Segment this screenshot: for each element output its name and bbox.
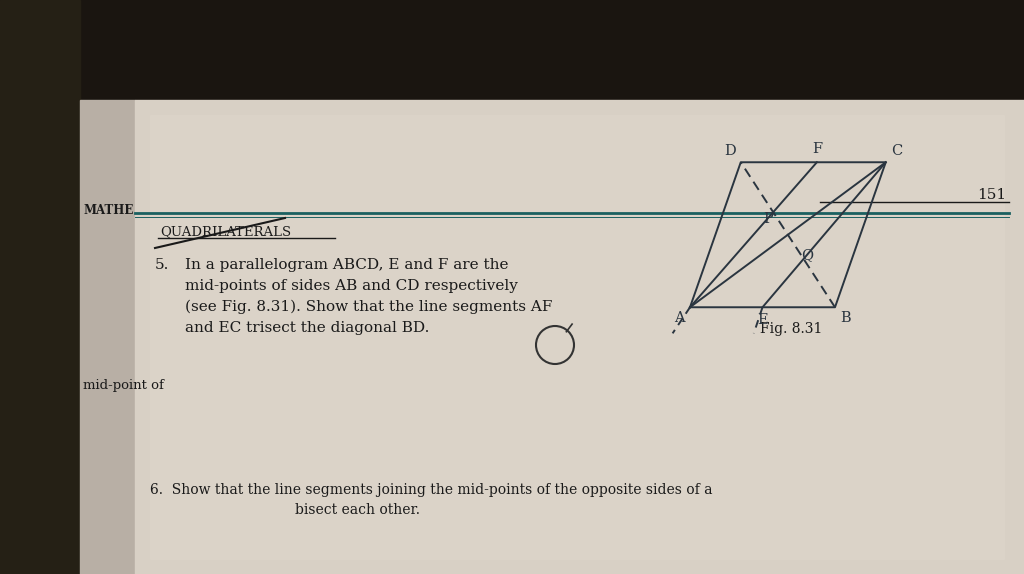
Text: MATHE: MATHE: [83, 204, 133, 216]
Text: 5.: 5.: [155, 258, 169, 272]
Text: A: A: [674, 311, 684, 325]
Text: mid-points of sides AB and CD respectively: mid-points of sides AB and CD respective…: [185, 279, 518, 293]
Text: bisect each other.: bisect each other.: [295, 503, 420, 517]
Text: 151: 151: [977, 188, 1006, 202]
Text: and EC trisect the diagonal BD.: and EC trisect the diagonal BD.: [185, 321, 429, 335]
Text: In a parallelogram ABCD, E and F are the: In a parallelogram ABCD, E and F are the: [185, 258, 509, 272]
Bar: [0, 0, 80, 574]
Bar: [80, 100, 135, 574]
Text: Q: Q: [801, 249, 813, 262]
Text: mid-point of: mid-point of: [83, 378, 164, 391]
Text: QUADRILATERALS: QUADRILATERALS: [160, 226, 291, 239]
Text: B: B: [841, 311, 851, 325]
Text: P: P: [763, 212, 772, 226]
Text: Fig. 8.31: Fig. 8.31: [760, 322, 822, 336]
Bar: [135, 100, 1024, 574]
Bar: [150, 115, 1004, 559]
Text: D: D: [724, 144, 735, 158]
Bar: [0, 0, 1024, 105]
Text: (see Fig. 8.31). Show that the line segments AF: (see Fig. 8.31). Show that the line segm…: [185, 300, 552, 315]
Text: C: C: [891, 144, 902, 158]
Text: 6.  Show that the line segments joining the mid-points of the opposite sides of : 6. Show that the line segments joining t…: [150, 483, 713, 497]
Text: E: E: [757, 313, 768, 327]
Text: F: F: [812, 142, 822, 156]
